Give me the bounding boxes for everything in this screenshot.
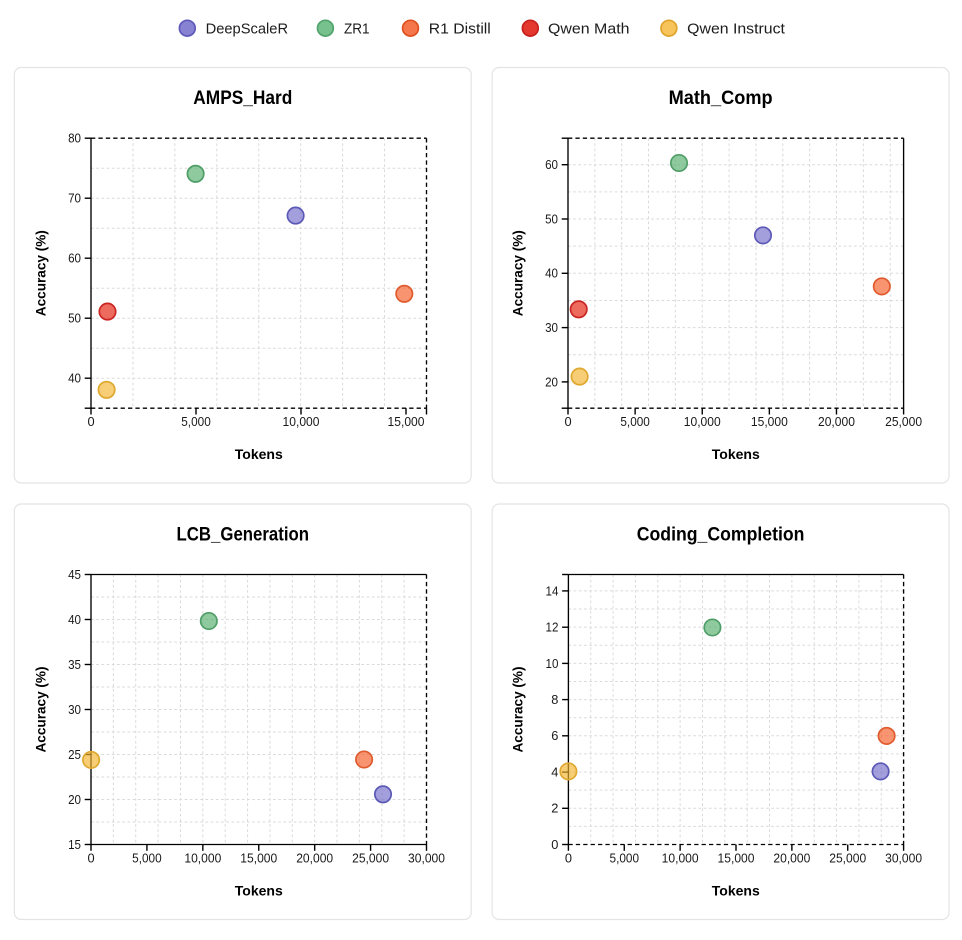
svg-text:25,000: 25,000 [829,851,866,866]
svg-text:5,000: 5,000 [132,851,162,866]
svg-text:0: 0 [564,414,571,429]
svg-text:25,000: 25,000 [352,851,389,866]
svg-text:AMPS_Hard: AMPS_Hard [193,88,292,109]
svg-text:40: 40 [545,266,558,281]
svg-text:15,000: 15,000 [388,414,425,429]
svg-text:8: 8 [551,692,558,707]
svg-text:70: 70 [68,191,81,206]
svg-text:15,000: 15,000 [718,851,755,866]
svg-text:Accuracy (%): Accuracy (%) [510,667,526,753]
svg-text:15,000: 15,000 [240,851,277,866]
svg-text:DeepScaleR: DeepScaleR [206,22,289,38]
svg-text:15,000: 15,000 [751,414,788,429]
svg-text:15: 15 [68,837,81,852]
svg-text:20: 20 [68,792,81,807]
svg-text:10,000: 10,000 [684,414,721,429]
svg-text:45: 45 [68,567,81,582]
svg-text:10,000: 10,000 [184,851,221,866]
svg-text:60: 60 [68,251,81,266]
svg-text:2: 2 [551,801,558,816]
svg-text:Tokens: Tokens [712,883,760,899]
svg-text:ZR1: ZR1 [344,22,370,38]
svg-text:14: 14 [546,583,559,598]
svg-text:35: 35 [68,657,81,672]
svg-text:20: 20 [545,374,558,389]
svg-text:5,000: 5,000 [610,851,640,866]
svg-text:50: 50 [68,311,81,326]
svg-text:R1 Distill: R1 Distill [429,22,491,38]
svg-text:30: 30 [68,702,81,717]
svg-text:50: 50 [545,211,558,226]
svg-text:10: 10 [546,656,559,671]
svg-text:5,000: 5,000 [620,414,650,429]
svg-text:60: 60 [545,157,558,172]
svg-text:30,000: 30,000 [885,851,922,866]
svg-text:LCB_Generation: LCB_Generation [177,525,310,546]
svg-text:80: 80 [68,131,81,146]
svg-text:Qwen Instruct: Qwen Instruct [687,22,785,38]
svg-text:10,000: 10,000 [662,851,699,866]
svg-text:Tokens: Tokens [712,446,760,462]
svg-text:25: 25 [68,747,81,762]
svg-text:Tokens: Tokens [235,883,283,899]
svg-text:Tokens: Tokens [235,446,283,462]
svg-text:Accuracy (%): Accuracy (%) [510,230,526,316]
svg-text:20,000: 20,000 [296,851,333,866]
svg-text:Accuracy (%): Accuracy (%) [32,667,48,753]
svg-text:Accuracy (%): Accuracy (%) [32,230,48,316]
svg-text:4: 4 [551,765,558,780]
svg-text:20,000: 20,000 [818,414,855,429]
svg-text:0: 0 [87,851,94,866]
svg-text:6: 6 [551,728,558,743]
svg-text:40: 40 [68,371,81,386]
svg-text:5,000: 5,000 [181,414,211,429]
svg-text:0: 0 [87,414,94,429]
svg-text:40: 40 [68,612,81,627]
svg-text:20,000: 20,000 [773,851,810,866]
svg-text:Coding_Completion: Coding_Completion [637,525,805,546]
svg-text:30: 30 [545,320,558,335]
svg-text:30,000: 30,000 [408,851,445,866]
svg-text:Qwen Math: Qwen Math [548,22,630,38]
svg-text:10,000: 10,000 [283,414,320,429]
svg-text:Math_Comp: Math_Comp [669,88,773,109]
svg-text:0: 0 [551,837,558,852]
svg-text:12: 12 [546,620,559,635]
svg-text:25,000: 25,000 [885,414,922,429]
svg-text:0: 0 [565,851,572,866]
